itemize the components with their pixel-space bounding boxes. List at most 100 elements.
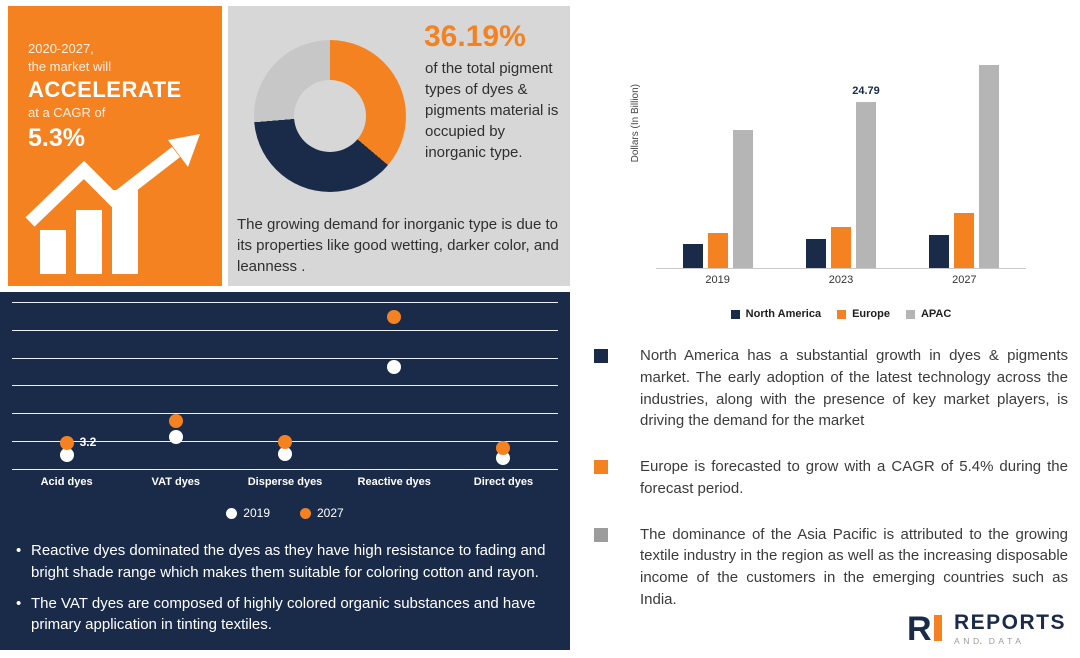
- dyes-bullet-vat: The VAT dyes are composed of highly colo…: [16, 593, 560, 637]
- legend-item-2027: 2027: [300, 506, 344, 520]
- accel-headline: ACCELERATE: [28, 77, 182, 103]
- accel-period: 2020-2027,: [28, 41, 94, 56]
- dot-2027: [387, 310, 402, 324]
- bar-apac: 24.79: [852, 85, 880, 268]
- logo-icon: R: [907, 612, 942, 646]
- legend-label: APAC: [920, 308, 952, 320]
- dot-plot-area: 3.2: [12, 302, 558, 470]
- accel-cagr: 5.3%: [28, 123, 85, 152]
- region-text-north-america: North America has a substantial growth i…: [640, 347, 1068, 430]
- dot-column-direct-dyes: [449, 302, 558, 470]
- bar-europe: [954, 213, 975, 268]
- region-item-north-america: North America has a substantial growth i…: [588, 345, 1068, 432]
- bar-group-2023: 24.79: [779, 85, 902, 268]
- dot-category-label: Direct dyes: [473, 476, 534, 488]
- bar-europe: [707, 233, 728, 268]
- gridline: [12, 469, 558, 470]
- bar-north-america: [805, 239, 826, 268]
- region-insights: North America has a substantial growth i…: [588, 345, 1068, 635]
- legend-item-apac: APAC: [905, 308, 952, 320]
- dot-column-vat-dyes: [121, 302, 230, 470]
- bar-legend: North America Europe APAC: [656, 308, 1026, 320]
- logo-text: REPORTS AND DATA.: [954, 611, 1066, 646]
- logo-brand: REPORTS: [953, 611, 1066, 634]
- bar-group-2019: [656, 130, 779, 268]
- accelerate-panel: 2020-2027, the market will ACCELERATE at…: [8, 6, 222, 286]
- bar-north-america: [929, 235, 950, 268]
- legend-square-europe: [594, 460, 608, 474]
- dot-2027: [496, 441, 511, 455]
- dot-2027: [59, 436, 74, 450]
- bar-y-axis-label: Dollars (In Billion): [630, 84, 641, 163]
- dot-column-acid-dyes: 3.2: [12, 302, 121, 470]
- bar-plot: 24.79: [656, 14, 1026, 269]
- dot-2027: [168, 414, 183, 428]
- gridline: [12, 302, 558, 303]
- donut-chart: [254, 40, 406, 192]
- svg-text:R: R: [907, 612, 932, 646]
- dot-column-reactive-dyes: [340, 302, 449, 470]
- accel-line4: at a CAGR of: [28, 105, 106, 121]
- bar-apac: [732, 130, 753, 268]
- region-text-europe: Europe is forecasted to grow with a CAGR…: [640, 458, 1068, 497]
- legend-swatch: [837, 309, 847, 319]
- legend-item-europe: Europe: [837, 308, 890, 320]
- dot-2019: [278, 447, 292, 461]
- dot-columns: 3.2: [12, 302, 558, 470]
- dyes-bullets: Reactive dyes dominated the dyes as they…: [16, 540, 560, 645]
- bar-north-america: [682, 244, 703, 268]
- logo-sub-text: AND DATA: [953, 636, 1025, 646]
- reports-and-data-logo: R REPORTS AND DATA.: [907, 611, 1066, 646]
- dot-2019: [168, 430, 183, 444]
- legend-item-2019: 2019: [226, 506, 270, 520]
- logo-sub-dot: .: [979, 636, 986, 646]
- legend-swatch: [226, 507, 238, 519]
- donut-description: of the total pigment types of dyes & pig…: [425, 60, 559, 161]
- dot-2027: [278, 435, 292, 449]
- legend-square-apac: [594, 527, 608, 542]
- donut-note: The growing demand for inorganic type is…: [237, 216, 559, 275]
- legend-label: North America: [745, 308, 822, 320]
- legend-square-north-america: [594, 349, 608, 363]
- legend-label: 2019: [243, 506, 270, 520]
- dot-column-disperse-dyes: [230, 302, 339, 470]
- gridline: [12, 358, 558, 359]
- legend-swatch: [730, 309, 740, 319]
- dot-category-label: VAT dyes: [151, 476, 201, 488]
- logo-sub: AND DATA.: [954, 636, 1066, 646]
- dyes-bullet-reactive: Reactive dyes dominated the dyes as they…: [16, 540, 560, 584]
- legend-item-north-america: North America: [730, 308, 822, 320]
- gridline: [12, 330, 558, 331]
- region-text-apac: The dominance of the Asia Pacific is att…: [640, 525, 1068, 608]
- donut-panel: 36.19% of the total pigment types of dye…: [228, 6, 570, 286]
- bar-category-label: 2023: [828, 274, 854, 286]
- dot-value-label: 3.2: [79, 435, 97, 449]
- bar-category-label: 2027: [952, 274, 977, 286]
- bar-europe: [830, 227, 851, 268]
- bar-categories: 2019 2023 2027: [656, 274, 1026, 286]
- dot-category-label: Reactive dyes: [357, 476, 431, 488]
- bar-apac: [979, 65, 1000, 268]
- dyes-panel: 3.2 Acid dyes VAT dyes Disperse dyes Reacti…: [0, 292, 570, 650]
- dot-2019: [387, 360, 402, 374]
- dot-category-label: Disperse dyes: [247, 476, 323, 488]
- gridline: [12, 413, 558, 414]
- legend-swatch: [300, 507, 311, 519]
- legend-label: Europe: [852, 308, 890, 320]
- gridline: [12, 385, 558, 386]
- donut-highlight: 36.19%: [424, 20, 526, 53]
- dot-category-label: Acid dyes: [40, 476, 93, 488]
- legend-label: 2027: [317, 506, 344, 520]
- region-item-apac: The dominance of the Asia Pacific is att…: [588, 524, 1068, 611]
- regional-bar-chart: Dollars (In Billion) 24.79 2019 2023 2027 …: [600, 14, 1045, 326]
- region-item-europe: Europe is forecasted to grow with a CAGR…: [588, 456, 1068, 500]
- accel-line2: the market will: [28, 58, 112, 74]
- bar-value-label: 24.79: [852, 85, 880, 97]
- growth-arrow-icon: [25, 134, 200, 274]
- bar-category-label: 2019: [705, 274, 730, 286]
- dot-legend: 2019 2027: [0, 506, 570, 520]
- dot-categories: Acid dyes VAT dyes Disperse dyes Reactive d…: [12, 476, 558, 488]
- dot-2019: [59, 448, 74, 462]
- legend-swatch: [905, 309, 915, 319]
- bar-group-2027: [903, 65, 1026, 268]
